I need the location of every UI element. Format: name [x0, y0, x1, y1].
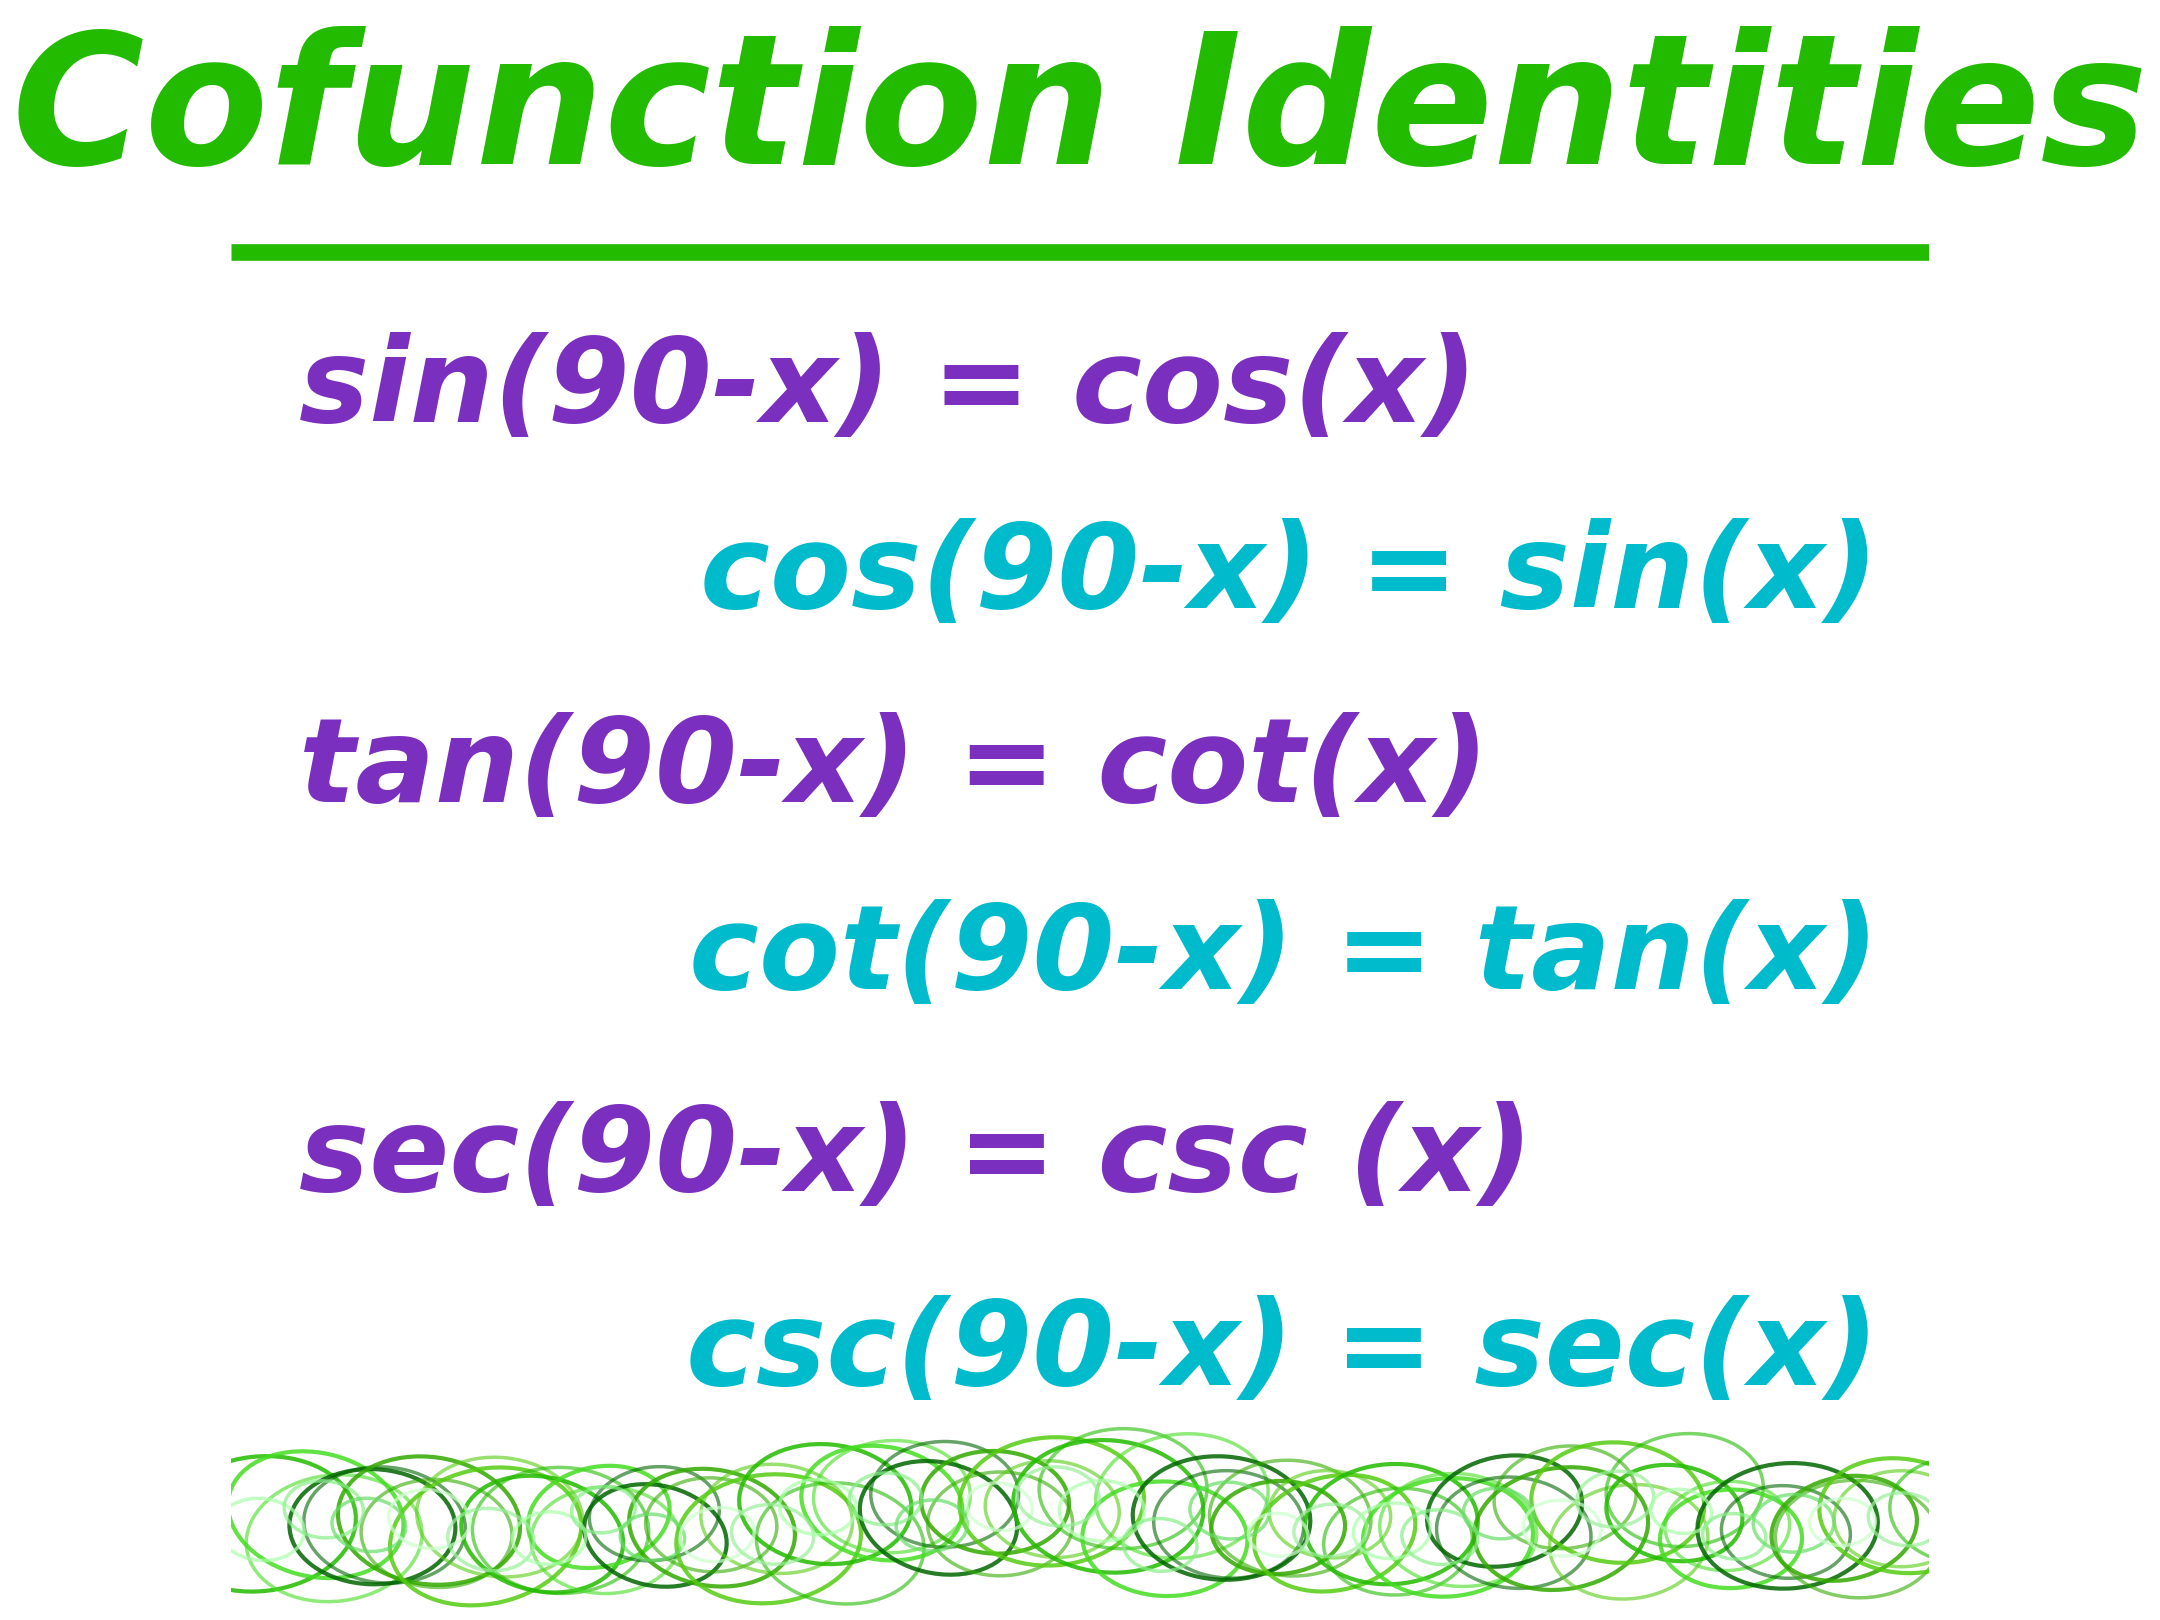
Text: cos(90-x) = sin(x): cos(90-x) = sin(x) — [700, 518, 1879, 633]
Text: csc(90-x) = sec(x): csc(90-x) = sec(x) — [685, 1296, 1879, 1411]
Text: Cofunction Identities: Cofunction Identities — [13, 26, 2147, 202]
Text: sec(90-x) = csc (x): sec(90-x) = csc (x) — [298, 1102, 1534, 1217]
Text: tan(90-x) = cot(x): tan(90-x) = cot(x) — [298, 713, 1488, 828]
Text: cot(90-x) = tan(x): cot(90-x) = tan(x) — [689, 899, 1879, 1014]
Text: sin(90-x) = cos(x): sin(90-x) = cos(x) — [298, 332, 1477, 447]
